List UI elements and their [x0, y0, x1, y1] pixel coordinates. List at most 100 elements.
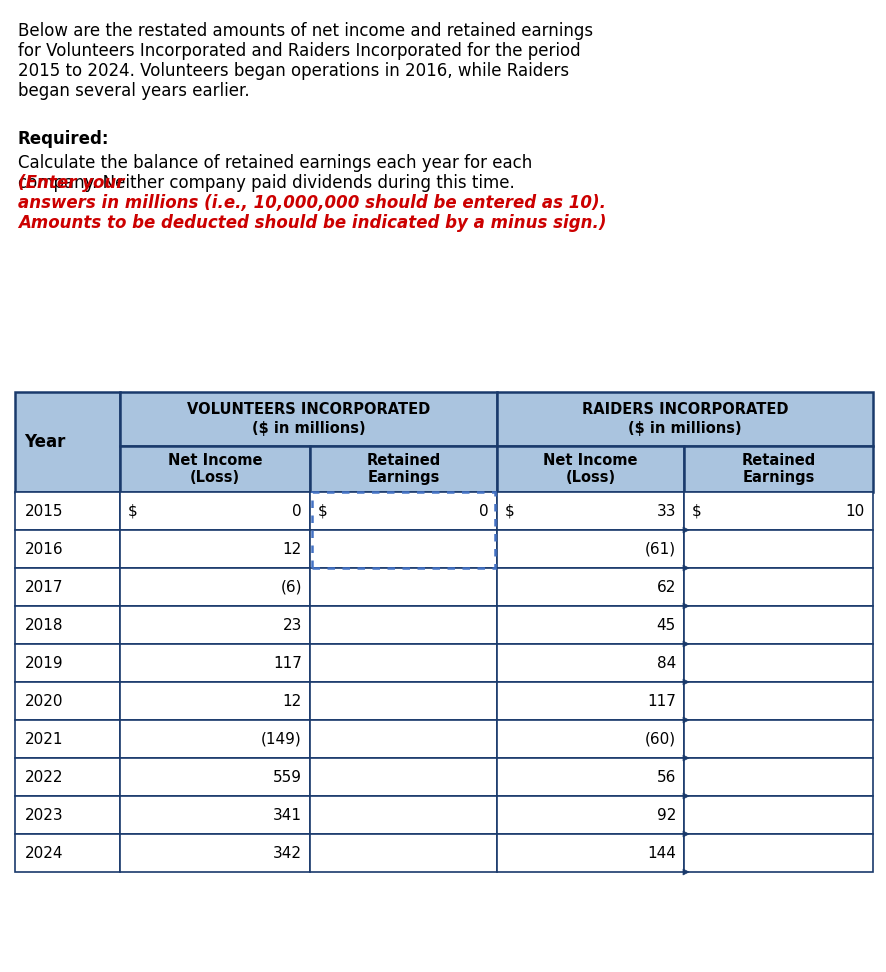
Text: 2020: 2020	[25, 693, 64, 709]
Bar	[683, 682, 872, 720]
Text: 2015 to 2024. Volunteers began operations in 2016, while Raiders: 2015 to 2024. Volunteers began operation…	[18, 62, 569, 80]
Bar	[309, 682, 496, 720]
Bar	[683, 446, 872, 492]
Text: Below are the restated amounts of net income and retained earnings: Below are the restated amounts of net in…	[18, 22, 593, 40]
Text: ($ in millions): ($ in millions)	[627, 422, 741, 436]
Bar	[496, 720, 683, 758]
Bar	[120, 720, 309, 758]
Text: $: $	[504, 503, 514, 518]
Text: $: $	[128, 503, 137, 518]
Bar	[312, 492, 494, 568]
Polygon shape	[682, 831, 688, 837]
Bar	[15, 492, 120, 530]
Text: $: $	[691, 503, 701, 518]
Bar	[120, 834, 309, 872]
Text: 117: 117	[647, 693, 675, 709]
Bar	[309, 492, 496, 530]
Polygon shape	[682, 603, 688, 609]
Bar	[683, 606, 872, 644]
Bar	[496, 392, 872, 446]
Text: VOLUNTEERS INCORPORATED: VOLUNTEERS INCORPORATED	[187, 401, 430, 416]
Bar	[683, 530, 872, 568]
Bar	[309, 644, 496, 682]
Bar	[120, 758, 309, 796]
Bar	[120, 796, 309, 834]
Text: 2021: 2021	[25, 732, 64, 746]
Text: 62: 62	[656, 579, 675, 595]
Bar	[496, 606, 683, 644]
Bar	[496, 568, 683, 606]
Text: for Volunteers Incorporated and Raiders Incorporated for the period: for Volunteers Incorporated and Raiders …	[18, 42, 580, 60]
Text: 342: 342	[273, 846, 301, 860]
Text: Net Income
(Loss): Net Income (Loss)	[167, 453, 262, 485]
Bar	[120, 530, 309, 568]
Bar	[120, 644, 309, 682]
Text: 10: 10	[844, 503, 864, 518]
Bar	[683, 758, 872, 796]
Bar	[15, 720, 120, 758]
Bar	[120, 492, 309, 530]
Text: 2024: 2024	[25, 846, 64, 860]
Text: 12: 12	[283, 541, 301, 557]
Text: 2023: 2023	[25, 808, 64, 822]
Text: 117: 117	[273, 655, 301, 671]
Bar	[683, 492, 872, 530]
Bar	[15, 834, 120, 872]
Text: RAIDERS INCORPORATED: RAIDERS INCORPORATED	[581, 401, 788, 416]
Text: 144: 144	[647, 846, 675, 860]
Text: 341: 341	[273, 808, 301, 822]
Bar	[120, 392, 496, 446]
Text: 559: 559	[273, 770, 301, 784]
Bar	[309, 796, 496, 834]
Polygon shape	[682, 679, 688, 685]
Polygon shape	[682, 869, 688, 875]
Bar	[683, 568, 872, 606]
Text: Retained
Earnings: Retained Earnings	[741, 453, 815, 485]
Polygon shape	[682, 565, 688, 571]
Text: 84: 84	[656, 655, 675, 671]
Bar	[496, 758, 683, 796]
Text: 2022: 2022	[25, 770, 64, 784]
Text: began several years earlier.: began several years earlier.	[18, 82, 249, 100]
Text: answers in millions (i.e., 10,000,000 should be entered as 10).: answers in millions (i.e., 10,000,000 sh…	[18, 194, 605, 212]
Bar	[496, 834, 683, 872]
Text: Retained
Earnings: Retained Earnings	[366, 453, 440, 485]
Polygon shape	[682, 527, 688, 533]
Text: (61): (61)	[644, 541, 675, 557]
Text: 0: 0	[478, 503, 488, 518]
Text: 33: 33	[656, 503, 675, 518]
Bar	[120, 446, 309, 492]
Bar	[15, 758, 120, 796]
Polygon shape	[682, 717, 688, 723]
Bar	[15, 606, 120, 644]
Bar	[496, 446, 683, 492]
Text: 56: 56	[656, 770, 675, 784]
Bar	[683, 796, 872, 834]
Text: 2017: 2017	[25, 579, 64, 595]
Bar	[309, 758, 496, 796]
Polygon shape	[682, 755, 688, 761]
Text: 2016: 2016	[25, 541, 64, 557]
Bar	[496, 530, 683, 568]
Bar	[15, 644, 120, 682]
Bar	[120, 568, 309, 606]
Text: (149): (149)	[261, 732, 301, 746]
Polygon shape	[682, 641, 688, 647]
Bar	[496, 644, 683, 682]
Text: 2015: 2015	[25, 503, 64, 518]
Text: 92: 92	[656, 808, 675, 822]
Text: (6): (6)	[280, 579, 301, 595]
Text: Net Income
(Loss): Net Income (Loss)	[542, 453, 637, 485]
Bar	[496, 796, 683, 834]
Text: company. Neither company paid dividends during this time.: company. Neither company paid dividends …	[18, 174, 519, 192]
Text: 45: 45	[656, 617, 675, 633]
Text: ($ in millions): ($ in millions)	[252, 422, 365, 436]
Text: Calculate the balance of retained earnings each year for each: Calculate the balance of retained earnin…	[18, 154, 532, 172]
Text: 2018: 2018	[25, 617, 64, 633]
Bar	[496, 682, 683, 720]
Bar	[496, 492, 683, 530]
Bar	[683, 834, 872, 872]
Bar	[120, 682, 309, 720]
Text: Amounts to be deducted should be indicated by a minus sign.): Amounts to be deducted should be indicat…	[18, 214, 606, 232]
Bar	[309, 834, 496, 872]
